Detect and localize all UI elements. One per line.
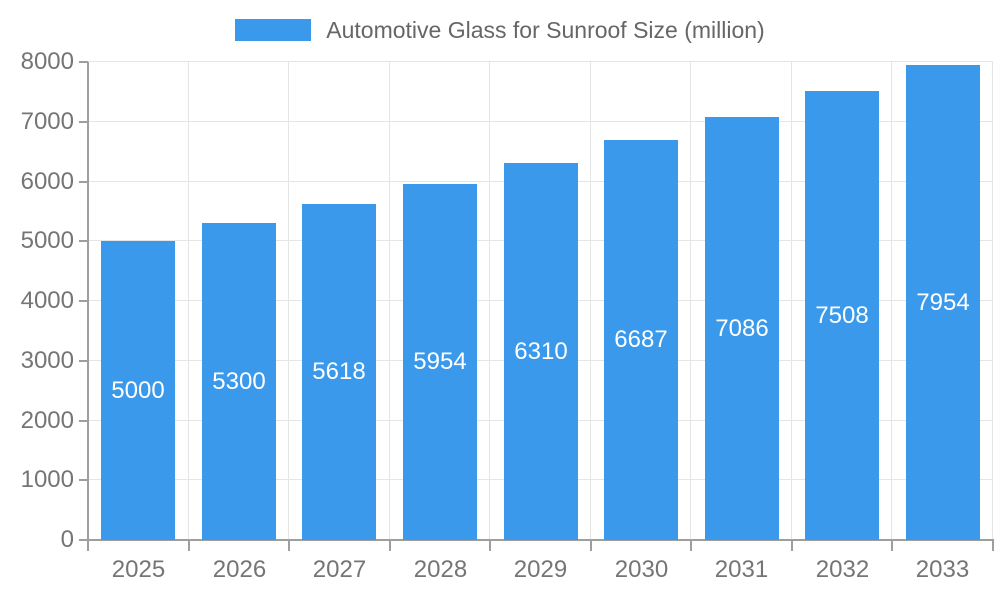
y-tick-label: 6000: [20, 168, 74, 195]
legend-swatch-icon: [235, 19, 312, 41]
v-gridline: [489, 62, 490, 540]
y-axis-tick: [79, 479, 88, 481]
x-axis-tick: [590, 540, 592, 551]
y-axis-tick: [79, 300, 88, 302]
v-gridline: [992, 62, 993, 540]
bar: 7508: [805, 91, 879, 540]
x-axis-tick: [489, 540, 491, 551]
bar: 5300: [202, 223, 276, 540]
y-tick-label: 8000: [20, 48, 74, 75]
v-gridline: [188, 62, 189, 540]
x-tick-label: 2026: [212, 556, 267, 583]
bar-value-label: 7086: [715, 314, 769, 342]
v-gridline: [690, 62, 691, 540]
x-axis-tick: [188, 540, 190, 551]
y-axis-tick: [79, 539, 88, 541]
v-gridline: [288, 62, 289, 540]
y-tick-label: 2000: [20, 407, 74, 434]
bar: 7954: [906, 65, 980, 540]
bar-value-label: 6687: [614, 326, 668, 353]
x-tick-label: 2027: [312, 556, 367, 583]
bar: 5954: [403, 184, 477, 540]
x-axis-tick: [992, 540, 994, 551]
x-axis-tick: [389, 540, 391, 551]
y-tick-label: 0: [60, 526, 74, 553]
y-tick-label: 5000: [20, 227, 74, 254]
v-gridline: [891, 62, 892, 540]
y-axis-tick: [79, 121, 88, 123]
y-axis-tick: [79, 420, 88, 422]
bar: 5000: [101, 241, 175, 540]
h-gridline: [88, 61, 993, 62]
x-tick-label: 2025: [111, 556, 166, 583]
x-tick-label: 2028: [413, 556, 468, 583]
x-axis-line: [87, 539, 994, 541]
v-gridline: [791, 62, 792, 540]
bar-value-label: 5618: [312, 358, 366, 385]
bar-value-label: 5000: [111, 376, 165, 404]
y-axis-line: [87, 62, 89, 551]
y-tick-label: 1000: [20, 466, 74, 493]
y-tick-label: 3000: [20, 347, 74, 374]
x-tick-label: 2032: [815, 556, 870, 583]
y-axis-tick: [79, 240, 88, 242]
bar-value-label: 7508: [815, 301, 869, 329]
y-axis-tick: [79, 181, 88, 183]
legend-label: Automotive Glass for Sunroof Size (milli…: [326, 16, 765, 43]
h-gridline: [88, 121, 993, 122]
bar-value-label: 5954: [413, 348, 467, 375]
x-axis-tick: [891, 540, 893, 551]
y-axis-tick: [79, 360, 88, 362]
bar: 5618: [302, 204, 376, 540]
bar: 6310: [504, 163, 578, 540]
bar-value-label: 7954: [916, 288, 970, 316]
legend[interactable]: Automotive Glass for Sunroof Size (milli…: [0, 16, 1000, 44]
x-tick-label: 2030: [614, 556, 669, 583]
x-tick-label: 2029: [513, 556, 568, 583]
y-tick-label: 7000: [20, 108, 74, 135]
x-tick-label: 2031: [714, 556, 769, 583]
bar-value-label: 6310: [514, 337, 568, 365]
y-tick-label: 4000: [20, 287, 74, 314]
v-gridline: [389, 62, 390, 540]
bar: 6687: [604, 140, 678, 540]
x-tick-label: 2033: [915, 556, 970, 583]
x-axis-tick: [690, 540, 692, 551]
bar: 7086: [705, 117, 779, 540]
x-axis-tick: [288, 540, 290, 551]
v-gridline: [590, 62, 591, 540]
y-axis-tick: [79, 61, 88, 63]
x-axis-tick: [791, 540, 793, 551]
bar-value-label: 5300: [212, 367, 266, 395]
